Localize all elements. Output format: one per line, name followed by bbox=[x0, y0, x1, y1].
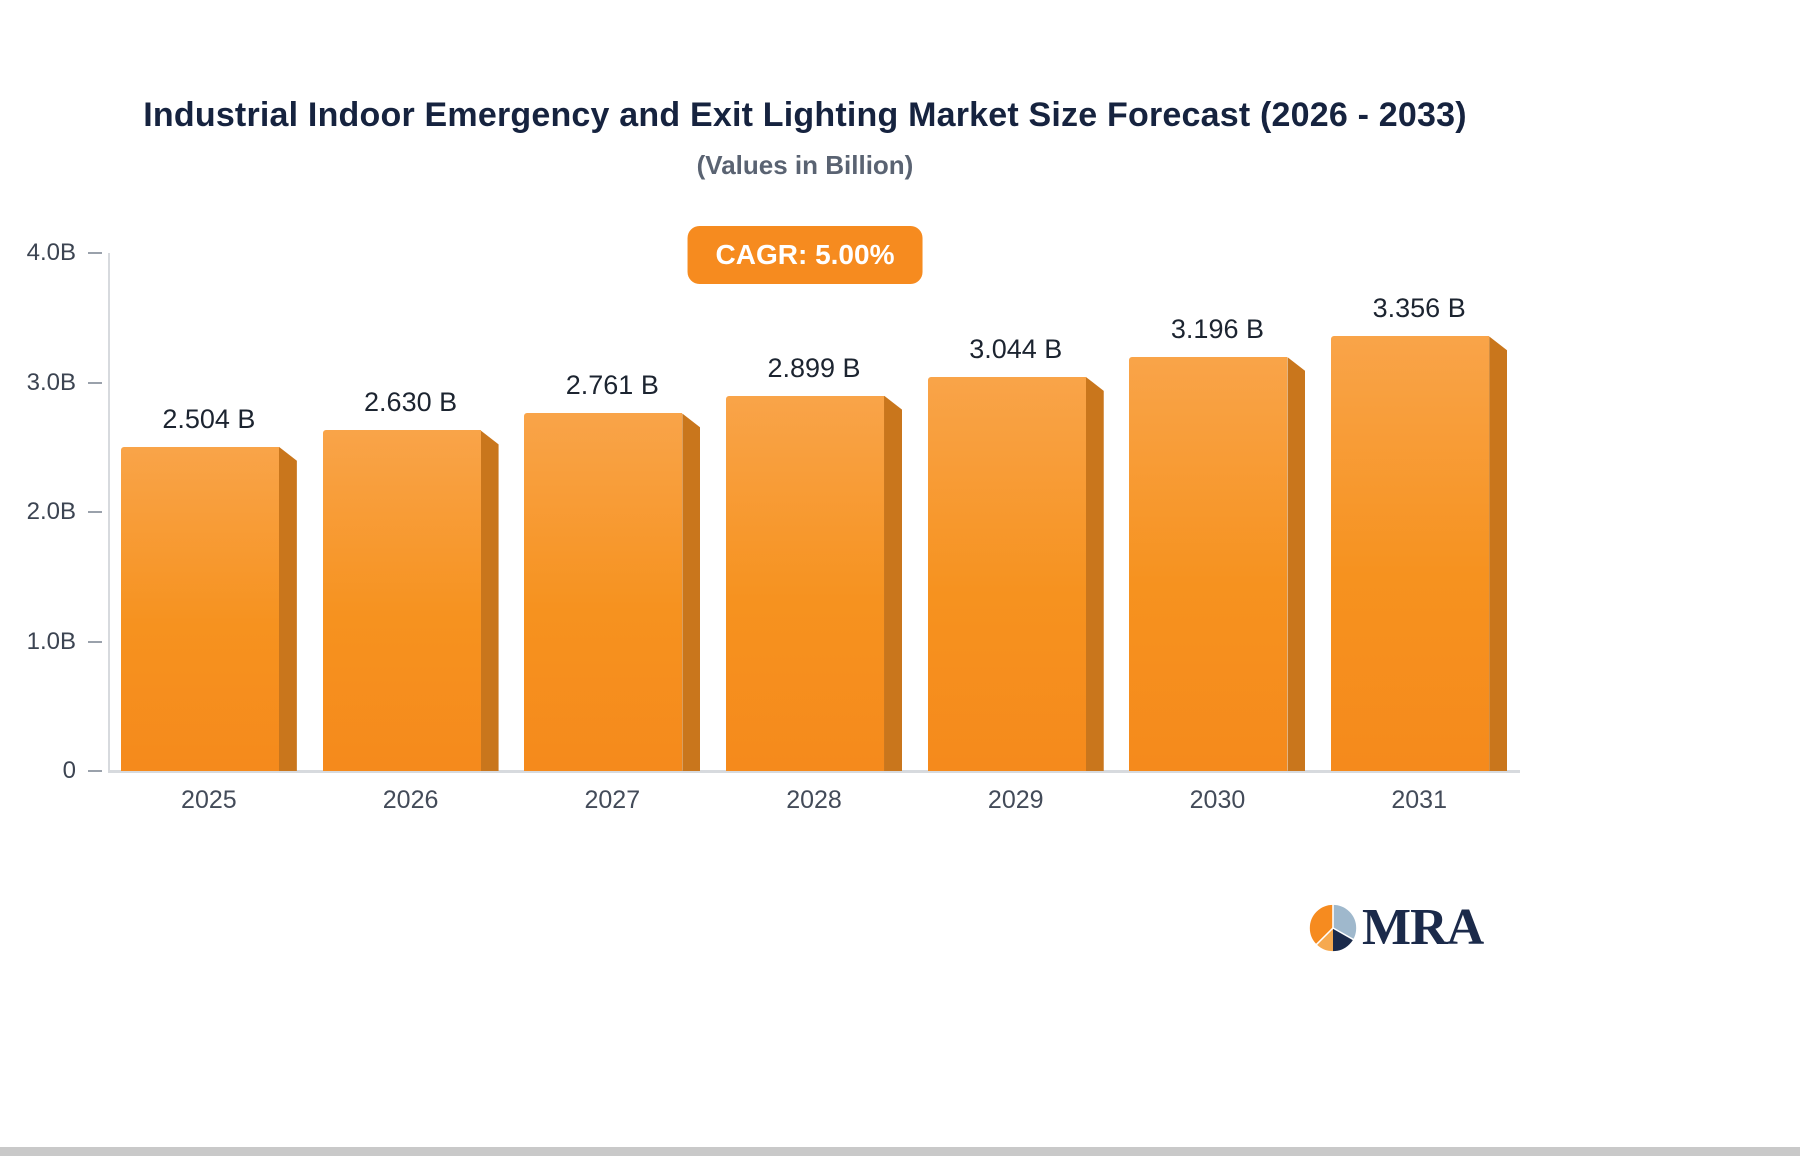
y-tick: 4.0B bbox=[27, 239, 108, 267]
mra-logo-text: MRA bbox=[1362, 899, 1484, 956]
bar-value-label: 2.504 B bbox=[162, 403, 256, 434]
y-axis-line bbox=[108, 253, 110, 771]
x-axis-label: 2030 bbox=[1189, 786, 1246, 814]
bar-value-label: 2.630 B bbox=[364, 387, 458, 418]
bar-side-shade bbox=[1489, 336, 1508, 771]
bar-side-shade bbox=[1085, 376, 1104, 771]
x-axis-label: 2028 bbox=[786, 786, 842, 814]
bar-column: 3.044 B bbox=[915, 253, 1117, 771]
y-tick: 0 bbox=[63, 757, 108, 785]
bar-face bbox=[120, 446, 279, 771]
y-tick: 2.0B bbox=[27, 498, 108, 526]
y-tick-label: 1.0B bbox=[26, 627, 76, 655]
mra-logo: MRA bbox=[1308, 899, 1484, 956]
bar-face bbox=[322, 430, 481, 771]
y-tick-label: 3.0B bbox=[26, 368, 76, 396]
bottom-edge bbox=[0, 1147, 1800, 1156]
bar-column: 3.356 B bbox=[1318, 253, 1520, 771]
x-axis-labels: 2025 2026 2027 2028 2029 2030 2031 bbox=[108, 786, 1520, 815]
bar-column: 3.196 B bbox=[1117, 253, 1319, 771]
y-tick: 1.0B bbox=[27, 628, 108, 656]
y-tick-mark bbox=[88, 770, 102, 772]
bar-value-label: 2.899 B bbox=[767, 352, 861, 383]
x-axis-label: 2025 bbox=[181, 786, 237, 814]
bar-face bbox=[726, 395, 885, 771]
bar-face bbox=[1129, 357, 1288, 771]
y-tick-label: 4.0B bbox=[26, 239, 76, 266]
x-axis-line bbox=[108, 770, 1520, 773]
bar-value-label: 3.196 B bbox=[1170, 314, 1264, 345]
bar-face bbox=[927, 376, 1086, 771]
bar-column: 2.504 B bbox=[108, 253, 310, 771]
bar-value-label: 3.044 B bbox=[969, 333, 1063, 364]
y-tick-mark bbox=[88, 511, 102, 513]
bar bbox=[927, 376, 1104, 771]
bar bbox=[726, 395, 903, 771]
y-tick-mark bbox=[88, 381, 102, 384]
chart-subtitle: (Values in Billion) bbox=[696, 150, 914, 180]
y-tick-mark bbox=[88, 252, 102, 254]
chart-title: Industrial Indoor Emergency and Exit Lig… bbox=[143, 96, 1467, 134]
y-tick-label: 0 bbox=[62, 757, 76, 784]
y-axis: 0 1.0B 2.0B 3.0B 4.0B bbox=[27, 239, 108, 784]
bar-column: 2.761 B bbox=[511, 253, 713, 771]
bar-column: 2.630 B bbox=[310, 253, 512, 771]
bar-side-shade bbox=[884, 395, 903, 771]
y-tick-mark bbox=[88, 640, 102, 643]
x-axis-label: 2026 bbox=[382, 786, 439, 814]
bar-face bbox=[524, 413, 683, 771]
bar-side-shade bbox=[682, 413, 701, 771]
mra-logo-pie-icon bbox=[1308, 903, 1358, 953]
bar bbox=[1331, 336, 1508, 771]
bar-side-shade bbox=[278, 446, 297, 771]
x-axis-label: 2029 bbox=[987, 786, 1044, 814]
bar bbox=[120, 446, 297, 771]
y-tick: 3.0B bbox=[27, 369, 108, 397]
bar-side-shade bbox=[1287, 357, 1306, 771]
cagr-badge: CAGR: 5.00% bbox=[687, 226, 923, 284]
x-axis-label: 2031 bbox=[1391, 786, 1447, 814]
bar-side-shade bbox=[480, 430, 499, 771]
bar-column: 2.899 B bbox=[713, 253, 915, 771]
bar bbox=[1129, 357, 1306, 771]
y-tick-label: 2.0B bbox=[26, 498, 76, 525]
bar-value-label: 2.761 B bbox=[565, 370, 659, 401]
bar-value-label: 3.356 B bbox=[1372, 293, 1466, 324]
bar bbox=[322, 430, 499, 771]
bar bbox=[524, 413, 701, 771]
x-axis-label: 2027 bbox=[584, 786, 641, 814]
plot-area: 2.504 B 2.630 B 2.761 B 2.899 B 3.044 B 3.196… bbox=[108, 253, 1520, 771]
bar-face bbox=[1331, 336, 1490, 771]
